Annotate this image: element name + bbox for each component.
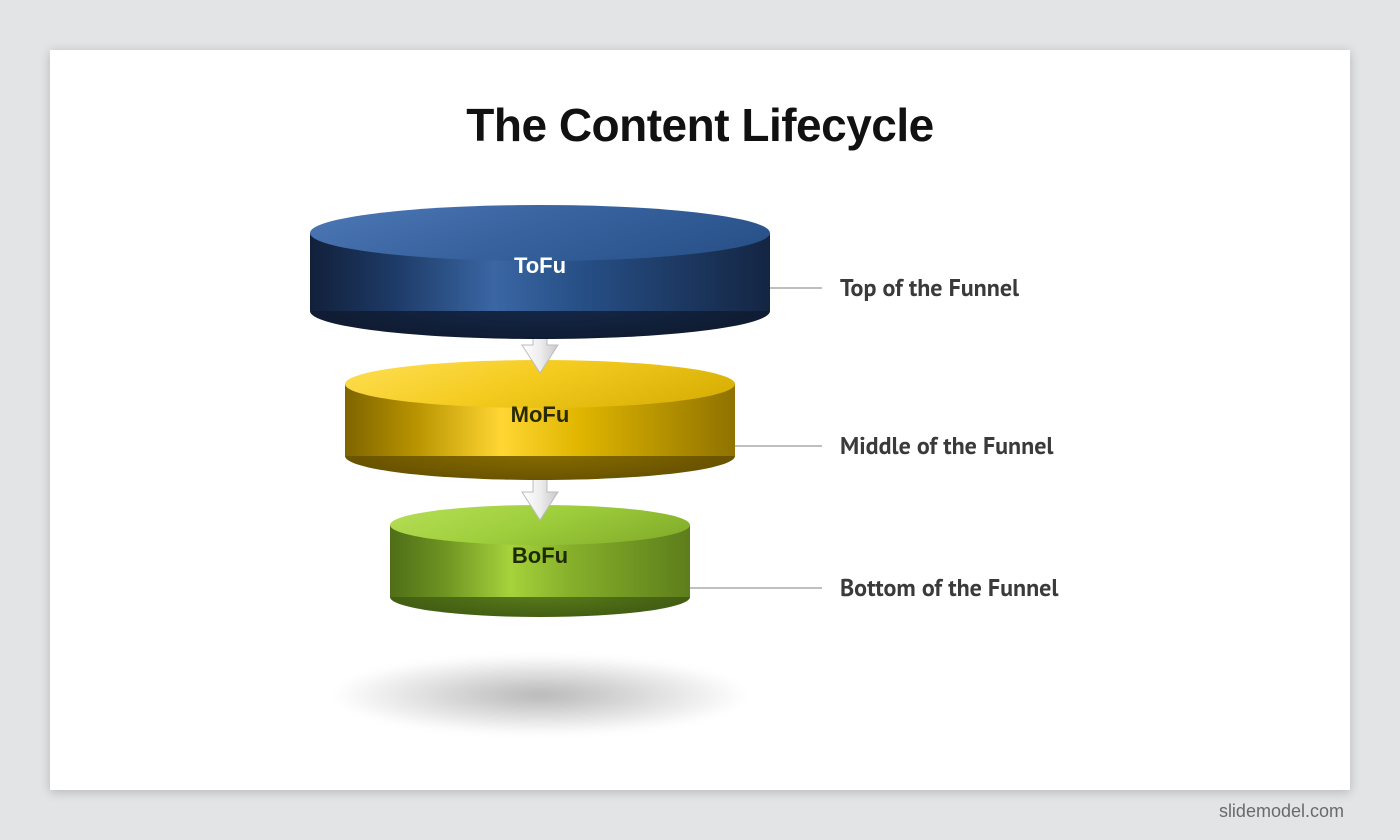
funnel-stage-mofu: MoFu (345, 360, 735, 480)
attribution-text: slidemodel.com (1219, 801, 1344, 822)
funnel-stage-label: ToFu (310, 253, 770, 279)
annotation-label: Top of the Funnel (840, 272, 1019, 303)
funnel-stage-label: BoFu (390, 543, 690, 569)
annotation-label: Bottom of the Funnel (840, 572, 1058, 603)
page-background: The Content Lifecycle Top of the Funnel … (0, 0, 1400, 840)
funnel-shadow (330, 655, 750, 735)
funnel-diagram: BoFu (280, 205, 800, 725)
slide-title: The Content Lifecycle (50, 98, 1350, 152)
funnel-stage-label: MoFu (345, 402, 735, 428)
slide-card: The Content Lifecycle Top of the Funnel … (50, 50, 1350, 790)
funnel-stage-tofu: ToFu (310, 205, 770, 339)
annotation-label: Middle of the Funnel (840, 430, 1053, 461)
